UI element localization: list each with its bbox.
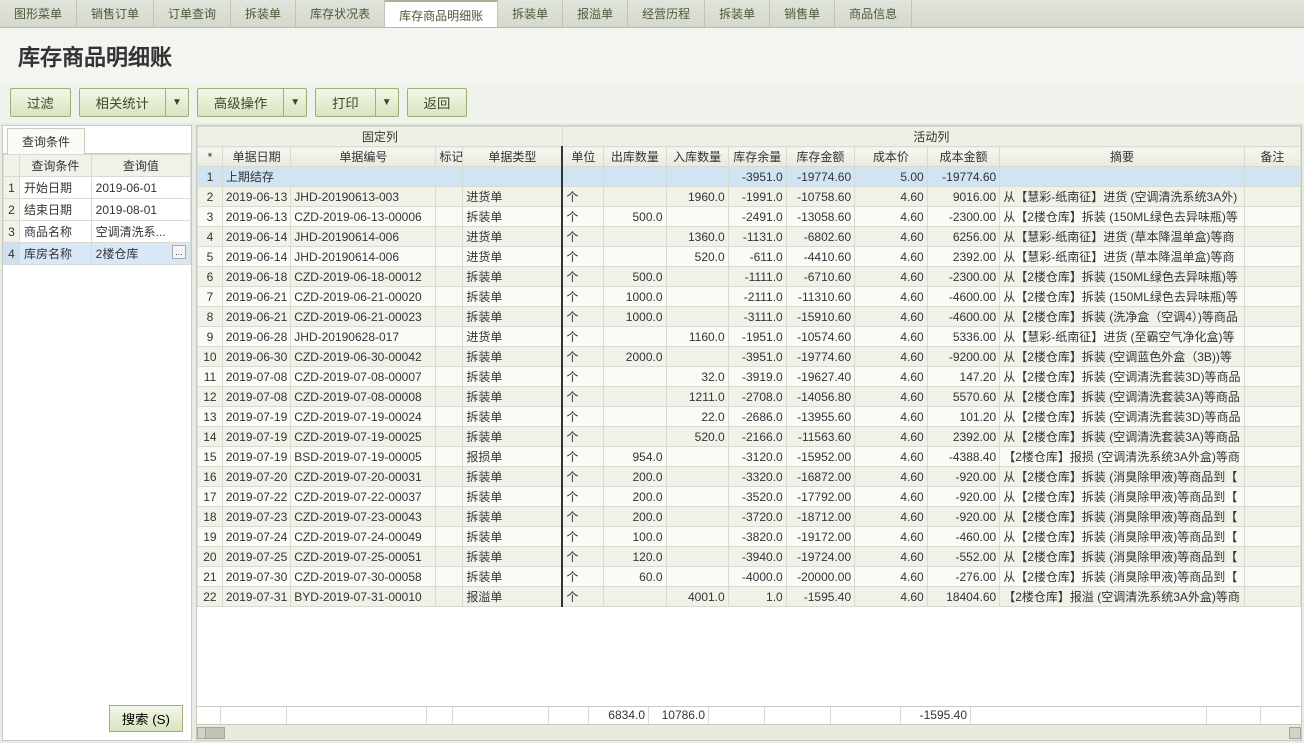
table-row[interactable]: 122019-07-08CZD-2019-07-08-00008拆装单个1211… <box>198 387 1301 407</box>
total-in_qty: 10786.0 <box>649 707 709 724</box>
tab-6[interactable]: 拆装单 <box>498 0 563 27</box>
table-row[interactable]: 82019-06-21CZD-2019-06-21-00023拆装单个1000.… <box>198 307 1301 327</box>
col-doctype[interactable]: 单据类型 <box>463 147 563 167</box>
tab-0[interactable]: 图形菜单 <box>0 0 77 27</box>
table-row[interactable]: 132019-07-19CZD-2019-07-19-00024拆装单个22.0… <box>198 407 1301 427</box>
col-date[interactable]: 单据日期 <box>222 147 290 167</box>
table-row[interactable]: 22019-06-13JHD-20190613-003进货单个1960.0-19… <box>198 187 1301 207</box>
total-out_qty: 6834.0 <box>589 707 649 724</box>
back-button[interactable]: 返回 <box>407 88 468 117</box>
total-summary <box>971 707 1207 724</box>
col-bal_amt[interactable]: 库存金额 <box>786 147 854 167</box>
qval[interactable]: 2019-06-01 <box>91 177 190 199</box>
page-title: 库存商品明细账 <box>0 28 1304 82</box>
qval[interactable]: 2楼仓库... <box>91 243 190 265</box>
total-cost_price <box>831 707 901 724</box>
horizontal-scrollbar[interactable] <box>197 724 1301 740</box>
print-button[interactable]: 打印 <box>315 88 376 117</box>
table-row[interactable]: 92019-06-28JHD-20190628-017进货单个1160.0-19… <box>198 327 1301 347</box>
qkey: 库房名称 <box>20 243 92 265</box>
table-row[interactable]: 112019-07-08CZD-2019-07-08-00007拆装单个32.0… <box>198 367 1301 387</box>
advanced-dropdown[interactable]: ▼ <box>284 88 307 117</box>
query-sidebar: 查询条件 查询条件查询值 1开始日期2019-06-012结束日期2019-08… <box>2 125 192 741</box>
qcol-val: 查询值 <box>91 155 190 177</box>
table-row[interactable]: 142019-07-19CZD-2019-07-19-00025拆装单个520.… <box>198 427 1301 447</box>
col-summary[interactable]: 摘要 <box>1000 147 1245 167</box>
total-docno <box>287 707 427 724</box>
lookup-button[interactable]: ... <box>172 245 186 259</box>
qval[interactable]: 空调清洗系... <box>91 221 190 243</box>
table-row[interactable]: 202019-07-25CZD-2019-07-25-00051拆装单个120.… <box>198 547 1301 567</box>
tab-1[interactable]: 销售订单 <box>77 0 154 27</box>
col-rownum[interactable]: * <box>198 147 223 167</box>
group-active: 活动列 <box>562 127 1300 147</box>
tab-5[interactable]: 库存商品明细账 <box>385 0 498 27</box>
col-out_qty[interactable]: 出库数量 <box>604 147 666 167</box>
advanced-button[interactable]: 高级操作 <box>197 88 284 117</box>
col-remark[interactable]: 备注 <box>1244 147 1300 167</box>
col-docno[interactable]: 单据编号 <box>291 147 436 167</box>
table-row[interactable]: 152019-07-19BSD-2019-07-19-00005报损单个954.… <box>198 447 1301 467</box>
adv-split: 高级操作 ▼ <box>197 88 307 117</box>
stats-split: 相关统计 ▼ <box>79 88 189 117</box>
col-mark[interactable]: 标记 <box>436 147 463 167</box>
tab-4[interactable]: 库存状况表 <box>296 0 385 27</box>
total-rownum <box>197 707 221 724</box>
col-in_qty[interactable]: 入库数量 <box>666 147 728 167</box>
table-row[interactable]: 32019-06-13CZD-2019-06-13-00006拆装单个500.0… <box>198 207 1301 227</box>
print-dropdown[interactable]: ▼ <box>376 88 399 117</box>
tab-8[interactable]: 经营历程 <box>628 0 705 27</box>
qkey: 结束日期 <box>20 199 92 221</box>
table-row[interactable]: 182019-07-23CZD-2019-07-23-00043拆装单个200.… <box>198 507 1301 527</box>
total-date <box>221 707 287 724</box>
stats-button[interactable]: 相关统计 <box>79 88 166 117</box>
stats-dropdown[interactable]: ▼ <box>166 88 189 117</box>
total-mark <box>427 707 453 724</box>
table-row[interactable]: 52019-06-14JHD-20190614-006进货单个520.0-611… <box>198 247 1301 267</box>
table-row[interactable]: 172019-07-22CZD-2019-07-22-00037拆装单个200.… <box>198 487 1301 507</box>
table-row[interactable]: 42019-06-14JHD-20190614-006进货单个1360.0-11… <box>198 227 1301 247</box>
toolbar: 过滤 相关统计 ▼ 高级操作 ▼ 打印 ▼ 返回 <box>0 82 1304 123</box>
table-row[interactable]: 162019-07-20CZD-2019-07-20-00031拆装单个200.… <box>198 467 1301 487</box>
search-button[interactable]: 搜索 (S) <box>109 705 183 732</box>
total-cost_amt: -1595.40 <box>901 707 971 724</box>
tab-7[interactable]: 报溢单 <box>563 0 628 27</box>
tab-9[interactable]: 拆装单 <box>705 0 770 27</box>
col-cost_amt[interactable]: 成本金额 <box>927 147 1000 167</box>
qval[interactable]: 2019-08-01 <box>91 199 190 221</box>
scroll-right-icon[interactable] <box>1289 727 1301 739</box>
tab-11[interactable]: 商品信息 <box>835 0 912 27</box>
qkey: 商品名称 <box>20 221 92 243</box>
total-remark <box>1207 707 1261 724</box>
filter-button[interactable]: 过滤 <box>10 88 71 117</box>
total-bal_amt <box>765 707 831 724</box>
data-grid: 固定列活动列*单据日期单据编号标记单据类型单位出库数量入库数量库存余量库存金额成… <box>196 125 1302 741</box>
table-row[interactable]: 62019-06-18CZD-2019-06-18-00012拆装单个500.0… <box>198 267 1301 287</box>
query-table: 查询条件查询值 1开始日期2019-06-012结束日期2019-08-013商… <box>3 154 191 265</box>
qcol-key: 查询条件 <box>20 155 92 177</box>
app-tabbar: 图形菜单销售订单订单查询拆装单库存状况表库存商品明细账拆装单报溢单经营历程拆装单… <box>0 0 1304 28</box>
col-bal_qty[interactable]: 库存余量 <box>728 147 786 167</box>
group-fixed: 固定列 <box>198 127 563 147</box>
opening-row: 1上期结存-3951.0-19774.605.00-19774.60 <box>198 167 1301 187</box>
table-row[interactable]: 212019-07-30CZD-2019-07-30-00058拆装单个60.0… <box>198 567 1301 587</box>
table-row[interactable]: 222019-07-31BYD-2019-07-31-00010报溢单个4001… <box>198 587 1301 607</box>
opening-label: 上期结存 <box>222 167 462 187</box>
col-cost_price[interactable]: 成本价 <box>855 147 928 167</box>
table-row[interactable]: 72019-06-21CZD-2019-06-21-00020拆装单个1000.… <box>198 287 1301 307</box>
total-unit <box>549 707 589 724</box>
col-unit[interactable]: 单位 <box>562 147 603 167</box>
scroll-thumb[interactable] <box>205 727 225 739</box>
qkey: 开始日期 <box>20 177 92 199</box>
print-split: 打印 ▼ <box>315 88 399 117</box>
tab-3[interactable]: 拆装单 <box>231 0 296 27</box>
table-row[interactable]: 102019-06-30CZD-2019-06-30-00042拆装单个2000… <box>198 347 1301 367</box>
total-doctype <box>453 707 549 724</box>
table-row[interactable]: 192019-07-24CZD-2019-07-24-00049拆装单个100.… <box>198 527 1301 547</box>
grid-footer: 6834.010786.0 -1595.40 <box>197 706 1301 724</box>
tab-10[interactable]: 销售单 <box>770 0 835 27</box>
side-tab-query[interactable]: 查询条件 <box>7 128 85 154</box>
tab-2[interactable]: 订单查询 <box>154 0 231 27</box>
total-bal_qty <box>709 707 765 724</box>
